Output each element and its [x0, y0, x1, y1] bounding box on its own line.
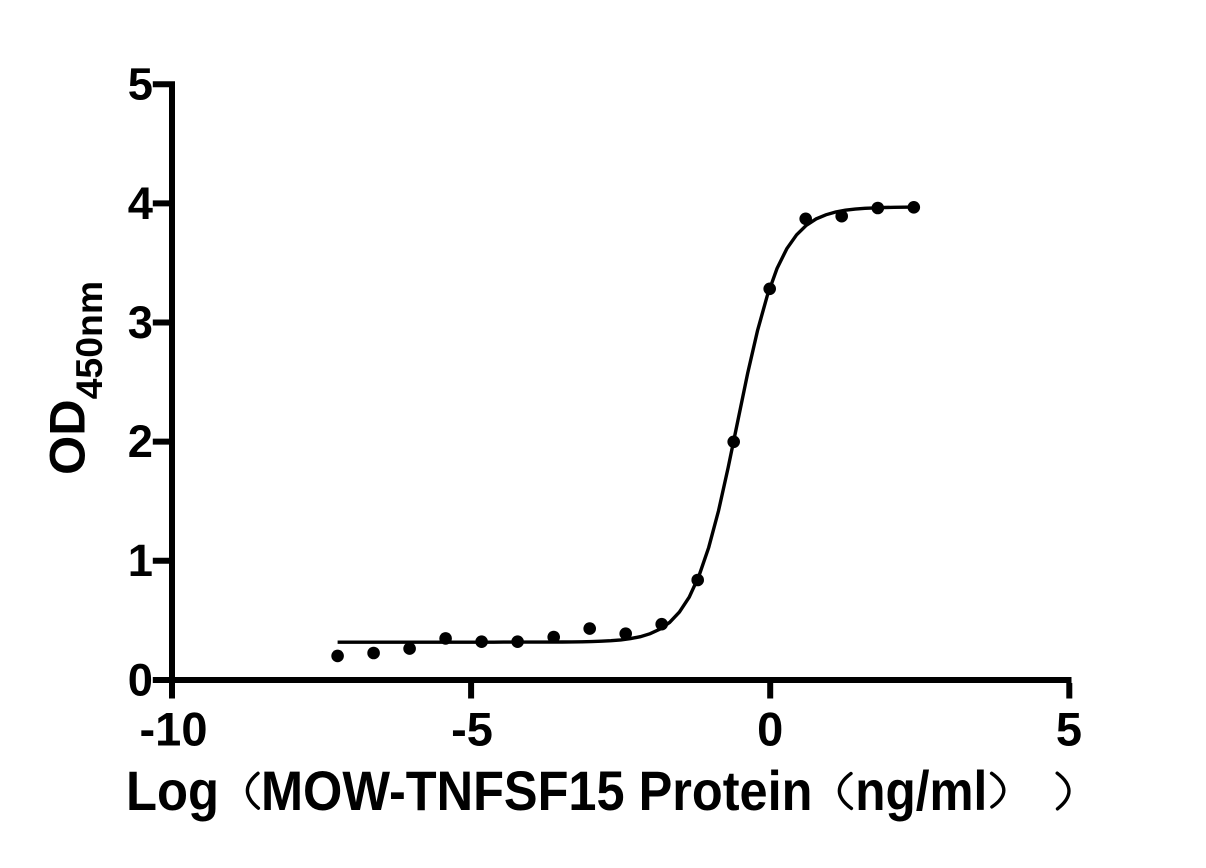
svg-text:ng/ml: ng/ml: [855, 759, 987, 822]
svg-text:Log: Log: [126, 759, 219, 822]
svg-text:-5: -5: [451, 702, 493, 755]
svg-text:5: 5: [1056, 702, 1082, 755]
svg-text:1: 1: [128, 535, 153, 586]
svg-text:0: 0: [128, 654, 153, 705]
svg-text:3: 3: [128, 297, 153, 348]
svg-text:5: 5: [128, 59, 153, 110]
svg-text:4: 4: [128, 178, 153, 229]
svg-text:2: 2: [128, 416, 153, 467]
svg-text:-10: -10: [140, 702, 208, 755]
svg-text:0: 0: [757, 702, 783, 755]
svg-text:MOW-TNFSF15 Protein: MOW-TNFSF15 Protein: [261, 759, 813, 822]
